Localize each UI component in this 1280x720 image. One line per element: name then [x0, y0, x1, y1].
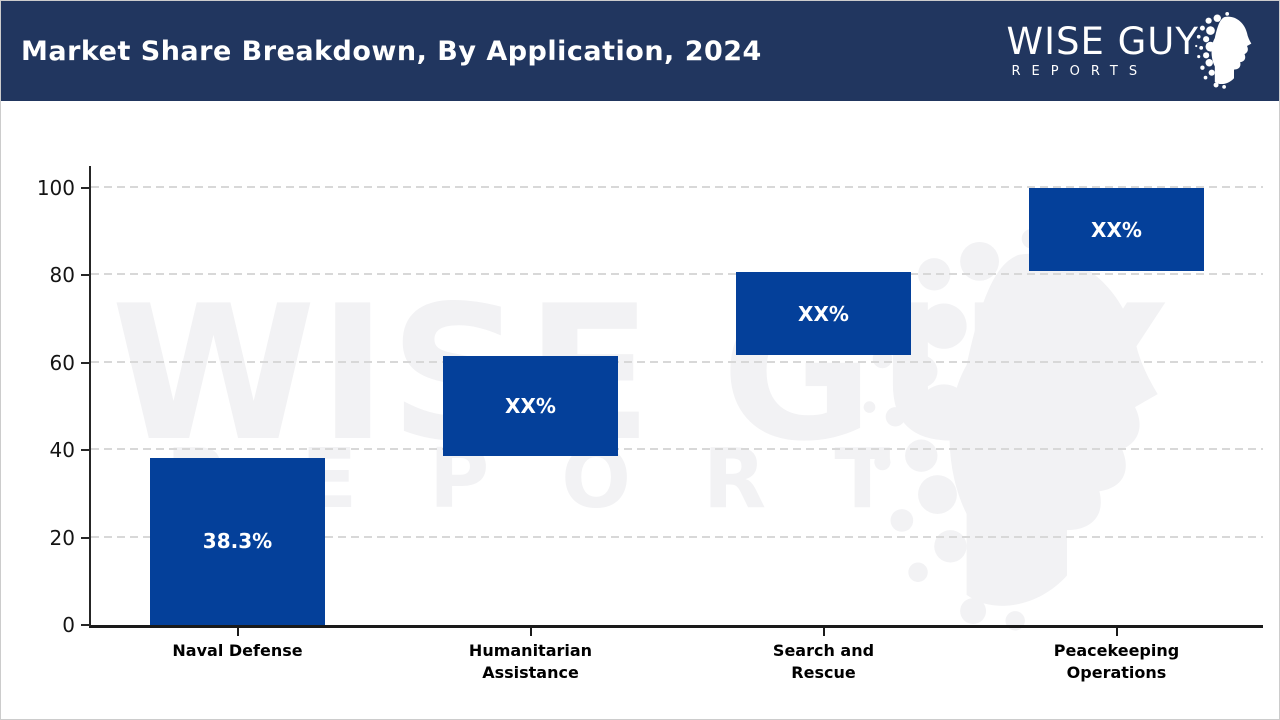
gridline-y20 [91, 535, 1263, 538]
logo-subtitle: REPORTS [1011, 64, 1149, 79]
x-tick-mark [236, 628, 239, 636]
bar-value-label: XX% [505, 394, 556, 418]
x-category-label: Search and Rescue [772, 641, 875, 682]
wiseguy-face-icon [1189, 12, 1253, 90]
y-tick-mark [81, 361, 89, 364]
x-category-label: Peacekeeping Operations [1053, 641, 1180, 682]
gridline-y80 [91, 273, 1263, 276]
x-axis-labels: Naval Defense Humanitarian Assistance Sear… [91, 640, 1263, 683]
header-bar: Market Share Breakdown, By Application, … [1, 1, 1279, 101]
y-tick-mark [81, 536, 89, 539]
y-tick-mark [81, 186, 89, 189]
chart-canvas: WISE GUY REPORTS Naval Defense Humanitari… [1, 101, 1279, 719]
x-label-cell: Search and Rescue [677, 640, 970, 683]
logo-wordmark: WISE GUY [1006, 20, 1199, 63]
x-label-cell: Humanitarian Assistance [384, 640, 677, 683]
y-tick-mark [81, 274, 89, 277]
x-category-label: Humanitarian Assistance [468, 641, 593, 682]
y-tick-mark [81, 449, 89, 452]
y-tick-label: 100 [36, 175, 75, 200]
page-title: Market Share Breakdown, By Application, … [21, 35, 762, 67]
x-label-cell: Naval Defense [91, 640, 384, 683]
y-tick-label: 20 [49, 525, 75, 550]
x-category-label: Naval Defense [172, 641, 303, 660]
x-tick-mark [529, 628, 532, 636]
bar-search-and-rescue: XX% [735, 272, 912, 355]
y-tick-label: 80 [49, 263, 75, 288]
bar-value-label: XX% [1091, 217, 1142, 242]
y-tick-label: 40 [49, 438, 75, 463]
bar-naval-defense: 38.3% [149, 457, 326, 625]
bar-value-label: 38.3% [202, 529, 273, 554]
wiseguy-logo: WISE GUY REPORTS [1007, 12, 1253, 90]
x-tick-mark [1115, 628, 1118, 636]
wiseguy-logo-text: WISE GUY REPORTS [1007, 23, 1199, 79]
gridline-y60 [91, 360, 1263, 363]
y-tick-mark [81, 624, 89, 626]
bar-peacekeeping-operations: XX% [1028, 187, 1205, 272]
x-tick-mark [822, 628, 825, 636]
gridline-y100 [91, 185, 1263, 188]
y-tick-label: 0 [62, 613, 75, 637]
plot-area: Naval Defense Humanitarian Assistance Sear… [37, 166, 1263, 682]
y-tick-label: 60 [49, 350, 75, 375]
x-label-cell: Peacekeeping Operations [970, 640, 1263, 683]
bar-value-label: XX% [798, 301, 849, 326]
gridline-y40 [91, 448, 1263, 451]
bar-humanitarian-assistance: XX% [442, 355, 619, 457]
